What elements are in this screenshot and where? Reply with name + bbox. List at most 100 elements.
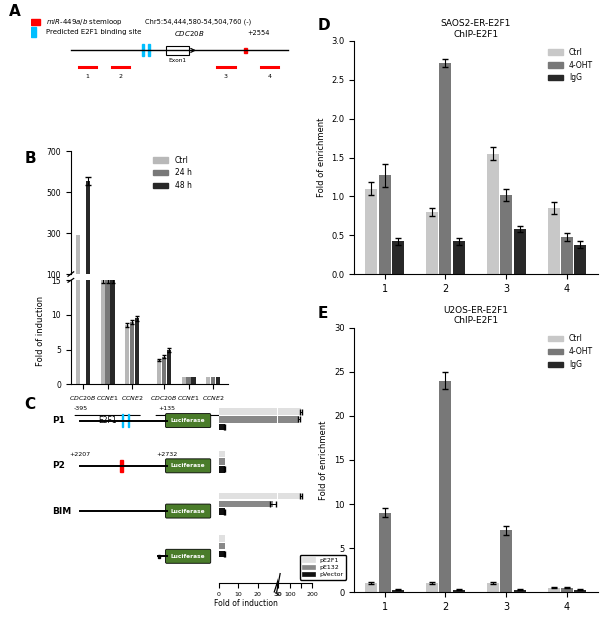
Bar	[86, 0, 90, 384]
Text: Luciferase: Luciferase	[171, 508, 206, 513]
Title: SAOS2-ER-E2F1
ChIP-E2F1: SAOS2-ER-E2F1 ChIP-E2F1	[440, 20, 511, 39]
Text: P2: P2	[52, 461, 65, 471]
Bar	[162, 294, 166, 295]
Bar	[267, 408, 301, 415]
Bar	[514, 229, 525, 274]
Text: 3: 3	[224, 74, 228, 79]
Bar	[130, 293, 134, 295]
Text: +2554: +2554	[248, 30, 270, 36]
Legend: pE2F1, pE132, pVector: pE2F1, pE132, pVector	[300, 555, 346, 580]
Bar	[31, 26, 36, 37]
Bar	[453, 590, 465, 592]
Bar	[125, 293, 129, 295]
FancyBboxPatch shape	[166, 549, 211, 563]
Bar	[110, 280, 115, 384]
Bar	[122, 415, 123, 427]
Text: E132: E132	[179, 416, 198, 425]
Bar	[219, 466, 224, 472]
Bar	[219, 408, 511, 415]
Bar	[219, 458, 224, 465]
Bar	[548, 208, 560, 274]
Bar	[243, 49, 247, 52]
Bar	[219, 424, 224, 430]
Bar	[206, 377, 211, 384]
Bar	[514, 590, 525, 592]
Bar	[561, 237, 573, 274]
Bar	[267, 458, 268, 465]
Bar	[219, 551, 224, 557]
Bar	[166, 45, 189, 55]
Bar	[219, 536, 224, 542]
Bar	[135, 292, 139, 295]
Text: 4: 4	[267, 74, 271, 79]
Bar	[500, 530, 513, 592]
Text: Predicted E2F1 binding site: Predicted E2F1 binding site	[46, 29, 141, 35]
Bar	[487, 583, 499, 592]
Bar	[365, 188, 377, 274]
Bar	[219, 493, 511, 500]
Bar	[167, 294, 171, 295]
Bar	[267, 416, 299, 423]
Legend: Ctrl, 4-OHT, IgG: Ctrl, 4-OHT, IgG	[545, 45, 596, 86]
Bar	[187, 377, 191, 384]
Bar	[219, 501, 274, 507]
Bar	[135, 318, 139, 384]
Bar	[31, 19, 40, 25]
Text: P1: P1	[52, 416, 65, 425]
Bar	[158, 554, 160, 558]
FancyBboxPatch shape	[166, 459, 211, 473]
Bar	[182, 377, 186, 384]
Bar	[105, 280, 110, 384]
Bar	[216, 377, 221, 384]
Bar	[439, 381, 452, 592]
Text: D: D	[318, 18, 330, 33]
Bar	[575, 590, 586, 592]
Text: Luciferase: Luciferase	[171, 463, 206, 468]
Y-axis label: Fold of enrichment: Fold of enrichment	[319, 420, 328, 500]
Bar	[100, 292, 105, 295]
Bar	[157, 294, 161, 295]
Text: E2F1: E2F1	[99, 416, 117, 425]
Bar	[167, 350, 171, 384]
Bar	[100, 280, 105, 384]
Text: -395: -395	[73, 406, 87, 411]
Bar	[267, 424, 268, 430]
Legend: Ctrl, 4-OHT, IgG: Ctrl, 4-OHT, IgG	[545, 331, 596, 372]
Bar	[379, 175, 391, 274]
Bar	[392, 241, 404, 274]
Text: Luciferase: Luciferase	[171, 554, 206, 559]
Bar	[157, 360, 161, 384]
Bar	[453, 241, 465, 274]
Text: +2732: +2732	[156, 452, 177, 457]
Bar	[548, 588, 560, 592]
Bar	[267, 551, 268, 557]
FancyBboxPatch shape	[166, 414, 211, 428]
Text: BIM: BIM	[52, 507, 71, 515]
Bar	[76, 235, 81, 295]
Text: E: E	[318, 306, 328, 321]
Bar	[267, 450, 268, 457]
Bar	[219, 543, 224, 549]
Bar	[267, 493, 301, 500]
Bar	[267, 501, 274, 507]
Bar	[365, 583, 377, 592]
Text: 2: 2	[118, 74, 122, 79]
Bar	[267, 466, 268, 472]
Text: Fold of induction: Fold of induction	[36, 295, 44, 366]
Text: Exon1: Exon1	[169, 59, 187, 64]
Bar	[267, 536, 268, 542]
Text: A: A	[9, 4, 21, 18]
Bar	[219, 416, 492, 423]
Bar	[105, 292, 110, 295]
Y-axis label: Fold of enrichment: Fold of enrichment	[317, 118, 326, 197]
Bar	[426, 212, 438, 274]
Text: Luciferase: Luciferase	[171, 418, 206, 423]
Bar	[426, 583, 438, 592]
Bar	[110, 292, 115, 295]
Bar	[500, 195, 513, 274]
Legend: Ctrl, 24 h, 48 h: Ctrl, 24 h, 48 h	[150, 152, 195, 193]
Bar	[148, 45, 150, 56]
Bar	[561, 588, 573, 592]
Text: 1: 1	[86, 74, 90, 79]
Bar	[219, 450, 224, 457]
